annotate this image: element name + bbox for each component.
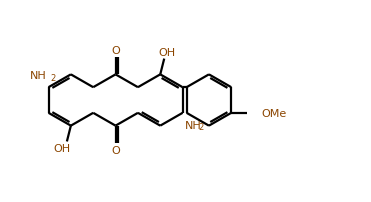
Text: OH: OH	[159, 47, 176, 57]
Text: 2: 2	[198, 123, 204, 132]
Text: NH: NH	[185, 120, 201, 130]
Text: OH: OH	[53, 144, 70, 154]
Text: NH: NH	[30, 71, 46, 81]
Text: O: O	[111, 146, 120, 156]
Text: O: O	[111, 45, 120, 55]
Text: OMe: OMe	[261, 108, 286, 118]
Text: 2: 2	[50, 74, 56, 82]
